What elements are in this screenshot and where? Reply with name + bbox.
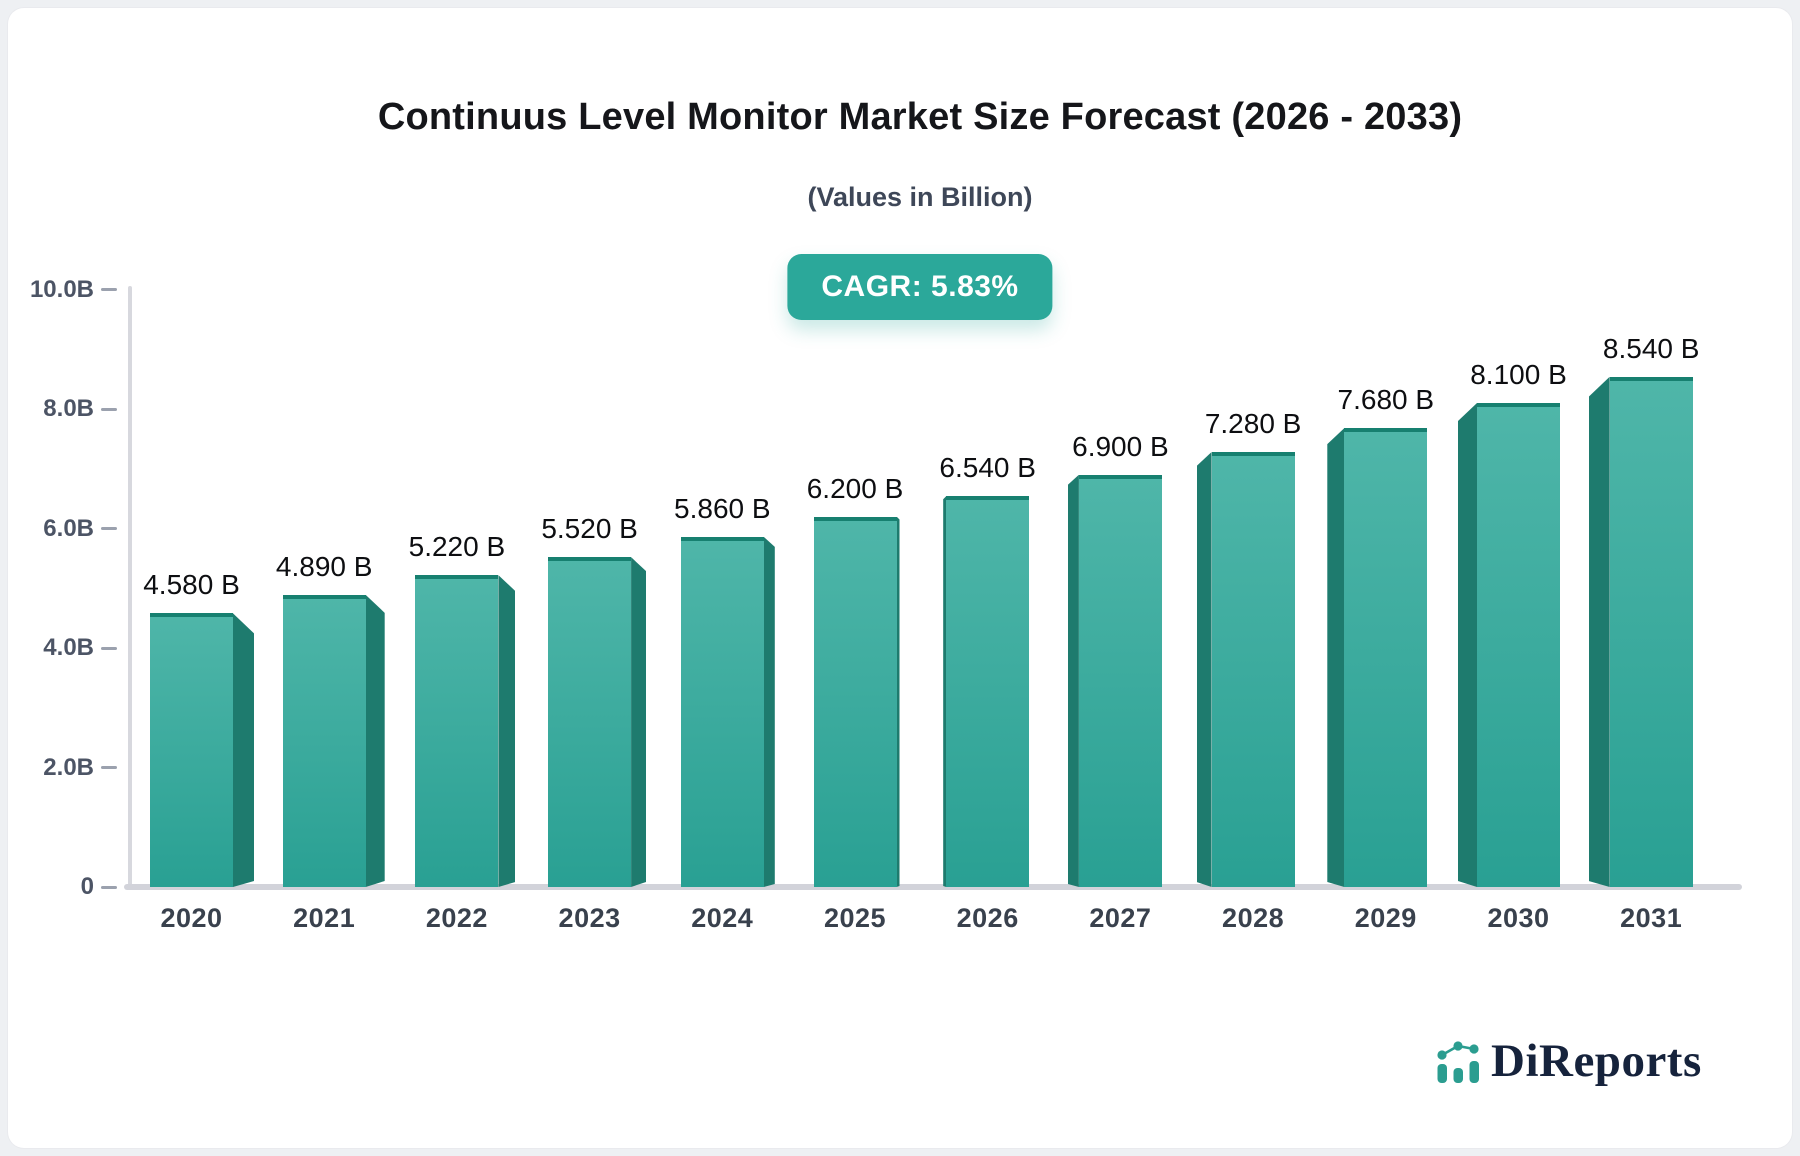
chart-title: Continuus Level Monitor Market Size Fore… — [377, 96, 1463, 138]
bar-top-edge — [1344, 428, 1428, 433]
bar-side-face — [897, 517, 900, 887]
bar-top-edge — [680, 536, 764, 541]
y-tick-label: 6.0B — [43, 514, 94, 542]
y-axis-line — [128, 286, 132, 888]
x-tick-label: 2022 — [425, 903, 488, 933]
bar-value-label: 5.220 B — [408, 531, 506, 563]
bar-2028 — [1197, 452, 1295, 887]
bar-side-face — [1458, 403, 1477, 887]
bar-front-face — [1078, 474, 1162, 887]
y-tick-mark — [101, 766, 117, 769]
bar-top-edge — [813, 516, 897, 521]
x-tick-label: 2027 — [1089, 903, 1152, 933]
y-tick-label: 8.0B — [43, 395, 94, 422]
bar-side-face — [631, 557, 646, 887]
bar-value-label: 5.520 B — [541, 513, 638, 545]
x-tick-label: 2031 — [1620, 903, 1683, 933]
bar-side-face — [1197, 452, 1212, 887]
bar-top-edge — [1211, 452, 1295, 457]
bar-2027 — [1068, 474, 1162, 887]
bar-2020 — [150, 613, 254, 887]
x-tick-label: 2023 — [558, 903, 621, 933]
bar-top-edge — [1609, 376, 1693, 381]
bar-front-face — [1344, 428, 1428, 887]
x-tick-label: 2030 — [1487, 903, 1550, 933]
cagr-badge: CAGR: 5.83% — [787, 254, 1053, 320]
bar-value-label: 4.890 B — [275, 550, 373, 582]
x-axis-baseline — [124, 884, 1742, 890]
bar-top-edge — [282, 594, 366, 599]
bar-side-face — [1589, 377, 1610, 887]
bar-top-edge — [946, 496, 1030, 501]
y-tick-mark — [101, 527, 117, 530]
direports-logo: DiReports — [1437, 1036, 1702, 1086]
bar-front-face — [1609, 376, 1693, 887]
y-tick-label: 10.0B — [29, 275, 94, 303]
bar-side-face — [943, 496, 946, 887]
bar-2031 — [1589, 376, 1693, 887]
bar-value-label: 6.540 B — [939, 452, 1036, 484]
bar-front-face — [282, 594, 366, 887]
bar-value-label: 6.900 B — [1072, 430, 1169, 462]
bar-side-face — [1068, 475, 1079, 887]
y-tick-label: 0 — [80, 873, 94, 900]
bar-front-face — [150, 613, 233, 887]
bar-2024 — [680, 536, 775, 887]
bar-top-edge — [1078, 474, 1162, 479]
bar-side-face — [764, 537, 775, 887]
x-tick-label: 2020 — [160, 903, 223, 933]
bar-value-label: 8.540 B — [1602, 332, 1700, 364]
bar-2029 — [1327, 428, 1428, 887]
y-tick-mark — [101, 288, 117, 291]
bar-front-face — [946, 496, 1030, 887]
bar-value-label: 7.680 B — [1337, 384, 1435, 416]
bar-2030 — [1458, 403, 1560, 887]
bar-side-face — [498, 575, 515, 887]
logo-bar-chart-icon — [1437, 1041, 1479, 1083]
bar-side-face — [366, 595, 385, 887]
bar-top-edge — [548, 557, 632, 562]
bar-front-face — [1211, 452, 1295, 887]
bar-value-label: 4.580 B — [143, 569, 240, 601]
bar-value-label: 7.280 B — [1204, 408, 1302, 440]
bar-2021 — [282, 594, 385, 887]
bar-2025 — [813, 516, 900, 887]
bar-2022 — [415, 575, 515, 887]
bar-value-label: 8.100 B — [1470, 359, 1567, 391]
bar-front-face — [680, 536, 764, 887]
x-tick-label: 2029 — [1354, 903, 1417, 933]
x-tick-label: 2028 — [1222, 903, 1285, 933]
bar-front-face — [415, 575, 499, 887]
y-tick-mark — [101, 646, 117, 650]
bar-2026 — [943, 496, 1030, 887]
bar-value-label: 5.860 B — [674, 492, 771, 524]
x-tick-label: 2026 — [956, 903, 1019, 933]
bar-side-face — [233, 613, 254, 887]
y-tick-mark — [101, 407, 117, 411]
bar-top-edge — [1477, 403, 1560, 408]
chart-subtitle: (Values in Billion) — [807, 182, 1033, 212]
x-tick-label: 2021 — [293, 903, 356, 933]
bar-top-edge — [415, 575, 499, 580]
y-tick-label: 4.0B — [43, 634, 94, 661]
bar-front-face — [548, 557, 632, 887]
bar-value-label: 6.200 B — [806, 472, 904, 504]
bar-front-face — [813, 516, 897, 887]
x-tick-label: 2025 — [823, 903, 887, 933]
bar-top-edge — [150, 613, 233, 618]
bar-front-face — [1477, 403, 1560, 887]
y-tick-mark — [101, 885, 117, 889]
y-tick-label: 2.0B — [43, 753, 94, 781]
bar-2023 — [548, 557, 646, 887]
logo-text: DiReports — [1491, 1035, 1702, 1087]
bar-side-face — [1327, 428, 1344, 887]
x-tick-label: 2024 — [691, 903, 754, 933]
